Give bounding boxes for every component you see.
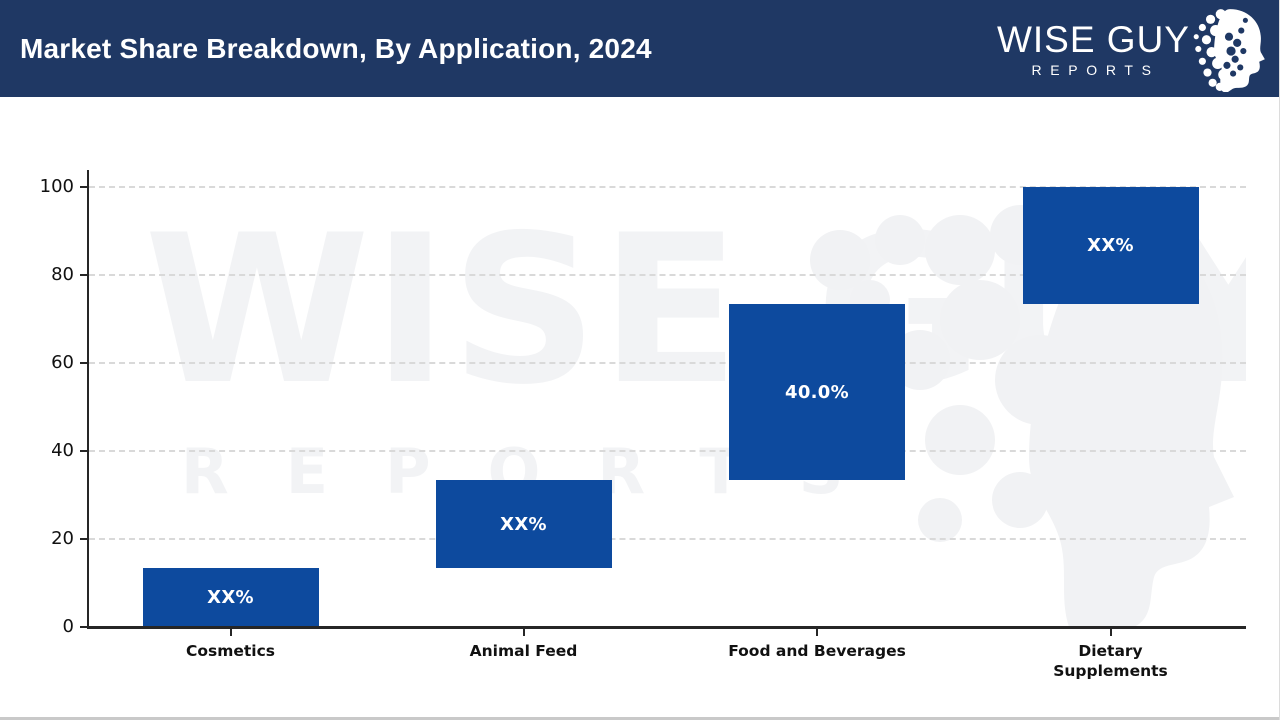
y-tick-label: 60 [51, 352, 74, 373]
header: Market Share Breakdown, By Application, … [0, 0, 1279, 97]
page-title: Market Share Breakdown, By Application, … [20, 32, 652, 64]
y-tick-label: 100 [39, 176, 74, 197]
bar-value-label: XX% [207, 587, 254, 608]
footer-divider [0, 717, 1279, 720]
bar-segment: 40.0% [729, 304, 905, 481]
x-tick-mark [229, 629, 232, 636]
x-tick-label: Dietary Supplements [1053, 642, 1168, 681]
bar-segment: XX% [1022, 187, 1199, 305]
gridline [89, 450, 1246, 452]
x-tick-label: Cosmetics [185, 642, 276, 660]
gridline [89, 362, 1246, 364]
brand-text: WISE GUY REPORTS [997, 21, 1190, 77]
x-tick-mark [816, 629, 818, 636]
x-tick-label: Food and Beverages [728, 642, 906, 660]
y-tick-mark [80, 538, 87, 540]
gridline [89, 274, 1246, 276]
y-tick-label: 20 [51, 528, 74, 549]
gridline [89, 186, 1246, 188]
y-tick-mark [80, 274, 87, 276]
bar-segment: XX% [142, 568, 319, 627]
x-axis-line [87, 626, 1246, 629]
bar-segment: XX% [435, 480, 612, 569]
brand-logo: WISE GUY REPORTS [997, 6, 1266, 92]
bar-value-label: 40.0% [785, 381, 849, 403]
y-tick-mark [80, 626, 87, 628]
y-axis-line [87, 170, 89, 628]
y-tick-mark [80, 362, 87, 364]
y-tick-label: 0 [62, 616, 74, 637]
y-tick-label: 40 [51, 440, 74, 461]
y-tick-mark [80, 186, 87, 188]
brand-face-icon [1193, 8, 1265, 92]
x-tick-mark [522, 629, 525, 636]
gridline [89, 538, 1246, 540]
y-tick-mark [80, 450, 87, 452]
bar-value-label: XX% [1087, 235, 1134, 257]
brand-name: WISE GUY [996, 18, 1190, 60]
x-tick-label: Animal Feed [469, 642, 578, 660]
x-tick-mark [1109, 629, 1112, 636]
brand-subtitle: REPORTS [1031, 61, 1160, 78]
y-tick-label: 80 [51, 264, 74, 285]
bar-value-label: XX% [500, 513, 547, 535]
